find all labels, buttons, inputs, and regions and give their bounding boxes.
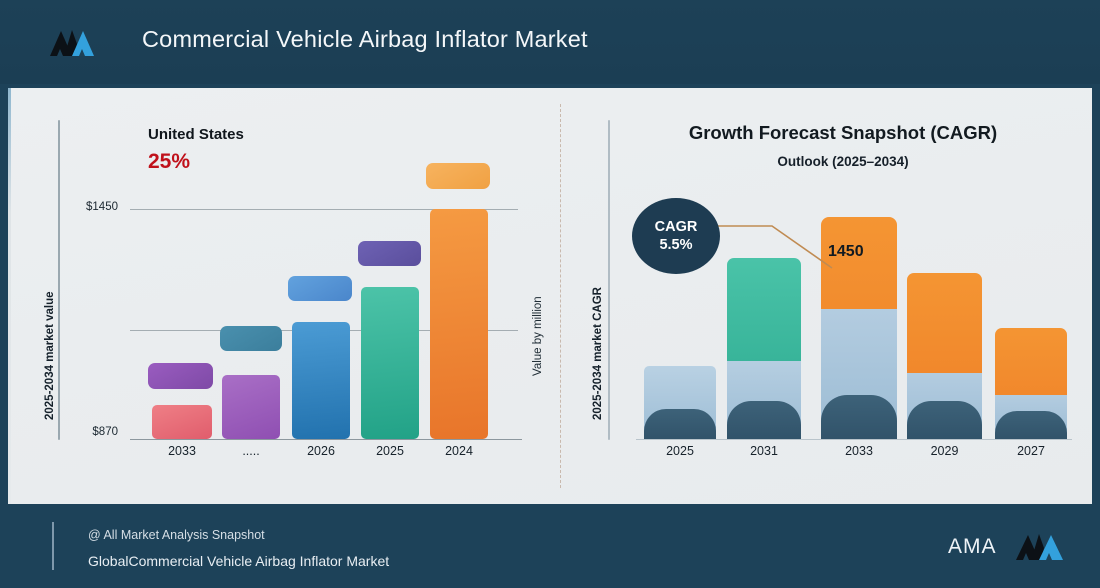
left-chart-secondary-axis-title: Value by million [532, 296, 544, 376]
left-bar-2026 [292, 322, 350, 439]
footer-line-1: @ All Market Analysis Snapshot [88, 528, 265, 542]
right-bar-2033-value-label: 1450 [828, 243, 864, 260]
right-cat-label-2025: 2025 [666, 444, 694, 458]
left-bar-cap-2026 [288, 276, 352, 301]
left-chart-tick-1450: $1450 [86, 201, 118, 213]
right-chart-x-axis [636, 439, 1072, 440]
left-bar-cap-dots [220, 326, 282, 351]
left-bar-dots [222, 375, 280, 439]
card-left-edge [8, 88, 11, 504]
left-chart-x-axis [130, 439, 522, 440]
page-title: Commercial Vehicle Airbag Inflator Marke… [142, 26, 588, 52]
right-bar-2031-base [727, 401, 801, 439]
right-cat-label-2029: 2029 [930, 444, 959, 458]
right-bar-2029-base [907, 401, 982, 439]
cagr-connector-line [704, 225, 833, 269]
left-bar-2025 [361, 287, 419, 439]
left-bar-cap-2033 [148, 363, 213, 389]
left-bar-cap-2025 [358, 241, 421, 266]
cagr-bubble: CAGR 5.5% [632, 198, 720, 274]
footer-line-2: GlobalCommercial Vehicle Airbag Inflator… [88, 553, 390, 569]
footer-brand-text: AMA [948, 535, 997, 558]
right-bar-2025-base [644, 409, 716, 439]
left-cat-label-2025: 2025 [376, 444, 404, 458]
left-chart-tick-870: $870 [92, 426, 118, 438]
left-cat-label-2026: 2026 [307, 444, 335, 458]
cagr-bubble-label: CAGR [654, 219, 698, 235]
left-chart-y-axis [58, 120, 60, 440]
left-cat-label-2033: 2033 [168, 444, 196, 458]
header-bar: Commercial Vehicle Airbag Inflator Marke… [0, 0, 1100, 84]
left-chart-gridline-1450 [130, 209, 518, 210]
right-chart-title: Growth Forecast Snapshot (CAGR) [688, 122, 998, 143]
left-chart-y-axis-title: 2025-2034 market value [44, 291, 56, 420]
right-bar-2027-base [995, 411, 1067, 439]
footer-bar: @ All Market Analysis Snapshot GlobalCom… [0, 504, 1100, 588]
cagr-bubble-value: 5.5% [659, 237, 693, 253]
left-cat-label-2024: 2024 [445, 444, 473, 458]
right-chart-y-axis-title: 2025-2034 market CAGR [592, 287, 604, 420]
left-bar-2024 [430, 209, 488, 439]
right-chart-subtitle: Outlook (2025–2034) [777, 154, 909, 169]
left-bar-2033 [152, 405, 212, 439]
left-cat-label-dots: ..... [242, 444, 260, 458]
ama-mountain-logo-icon [1016, 534, 1063, 560]
ama-mountain-logo-icon [50, 30, 94, 56]
right-cat-label-2031: 2031 [750, 444, 778, 458]
right-bar-2033-base [821, 395, 897, 439]
right-cat-label-2033: 2033 [845, 444, 873, 458]
region-percent: 25% [148, 150, 191, 173]
region-label: United States [148, 126, 244, 143]
footer-accent-rule [52, 522, 54, 570]
right-cat-label-2027: 2027 [1017, 444, 1045, 458]
panel-divider [560, 104, 561, 488]
right-chart-y-axis [608, 120, 610, 440]
left-bar-cap-2024 [426, 163, 490, 189]
